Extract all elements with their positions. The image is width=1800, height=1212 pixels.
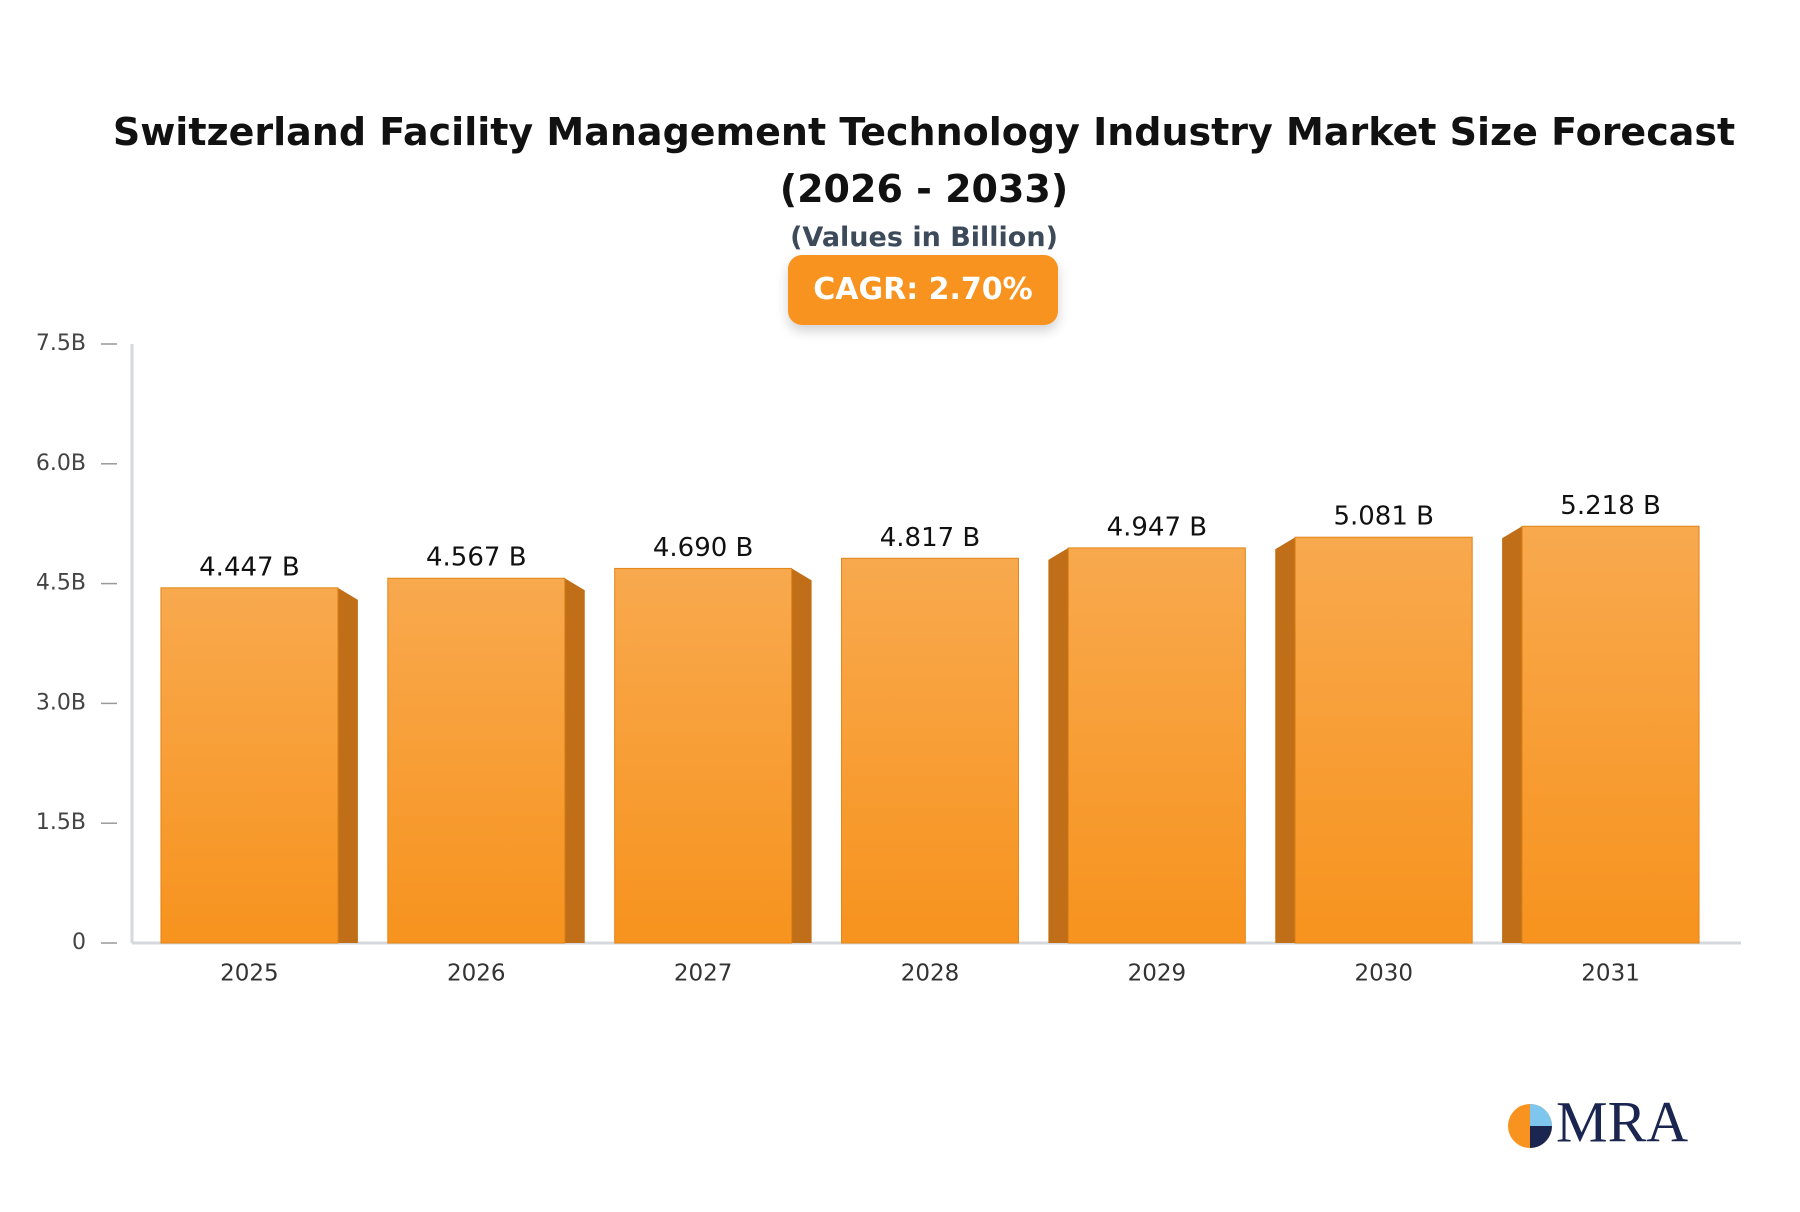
bar-side	[791, 568, 812, 943]
y-tick-label: 3.0B	[36, 690, 86, 715]
y-tick-label: 0	[72, 930, 86, 955]
value-label: 4.690 B	[653, 533, 754, 563]
value-label: 4.567 B	[426, 543, 527, 573]
logo-icon-part	[1530, 1104, 1552, 1126]
bar	[1521, 525, 1700, 944]
x-tick-label: 2031	[1581, 961, 1640, 987]
bar	[160, 587, 339, 944]
logo-icon-part	[1530, 1126, 1552, 1148]
x-tick-label: 2029	[1128, 961, 1187, 987]
bar	[1294, 536, 1473, 944]
cagr-badge: CAGR: 2.70%	[788, 255, 1058, 325]
logo-text: MRA	[1556, 1089, 1688, 1154]
value-label: 4.447 B	[199, 552, 300, 582]
y-tick-label: 6.0B	[36, 451, 86, 476]
bar-side	[1275, 537, 1296, 943]
y-tick-label: 7.5B	[36, 331, 86, 356]
bar-side	[1502, 526, 1523, 943]
bar-side	[1048, 547, 1069, 943]
x-tick-label: 2026	[447, 961, 506, 987]
value-label: 4.947 B	[1107, 512, 1208, 542]
x-tick-label: 2027	[674, 961, 733, 987]
chart-subtitle: (Values in Billion)	[790, 222, 1058, 253]
x-tick-label: 2028	[901, 961, 960, 987]
bar-side	[337, 587, 358, 943]
y-tick-label: 1.5B	[36, 810, 86, 835]
value-label: 5.218 B	[1560, 491, 1661, 521]
bar	[387, 577, 566, 944]
y-tick-label: 4.5B	[36, 571, 86, 596]
x-tick-label: 2030	[1354, 961, 1413, 987]
value-label: 5.081 B	[1333, 502, 1434, 532]
x-tick-label: 2025	[220, 961, 279, 987]
value-label: 4.817 B	[880, 523, 981, 553]
bar-side	[564, 578, 585, 943]
bar	[841, 557, 1019, 944]
bar	[614, 567, 793, 944]
chart-title: Switzerland Facility Management Technolo…	[112, 110, 1736, 211]
bar	[1067, 547, 1246, 944]
